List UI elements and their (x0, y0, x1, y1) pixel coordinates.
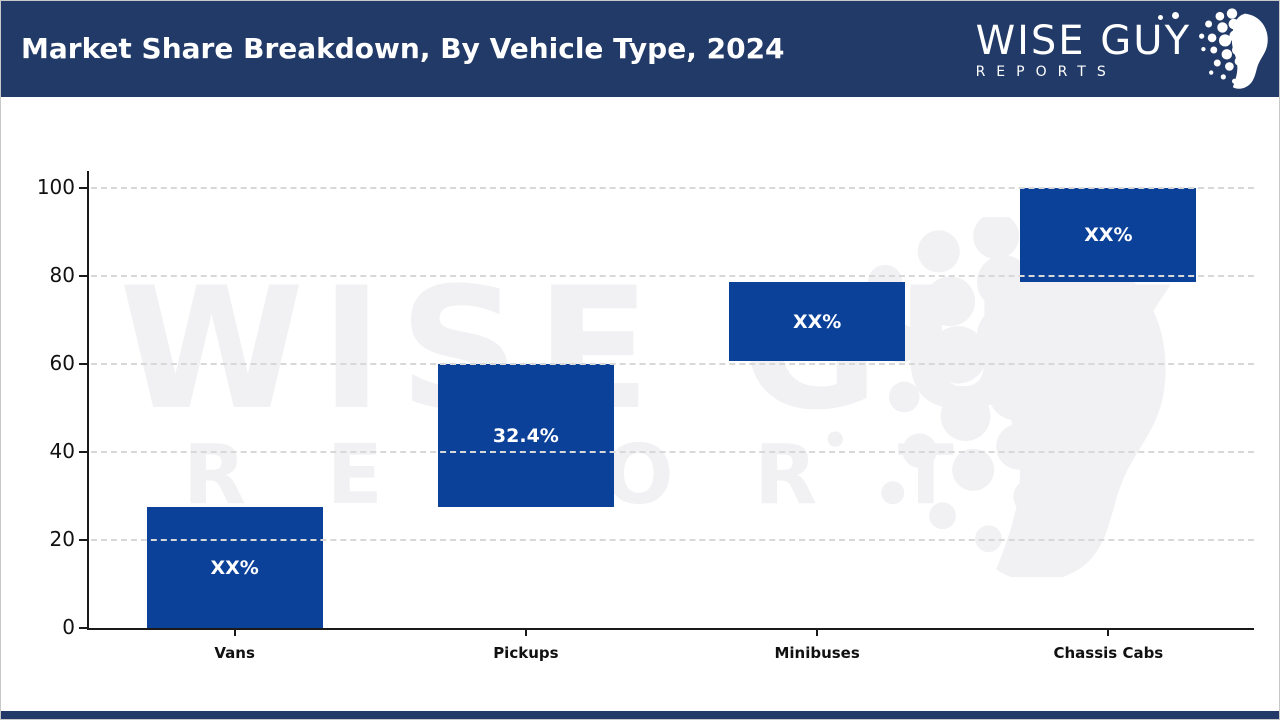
logo-dot (1172, 12, 1179, 19)
bar-label: 32.4% (492, 424, 559, 447)
x-tick-label: Minibuses (774, 644, 860, 662)
plot-area: 0 20 40 60 80 100 XX% Vans 32.4% Pickups XX% Minibu… (1, 97, 1279, 713)
bar: XX% (729, 282, 906, 361)
header-bar: Market Share Breakdown, By Vehicle Type,… (1, 1, 1279, 97)
brand-name: WISE GUY (975, 18, 1191, 64)
y-tick-mark (79, 187, 87, 189)
x-tick-mark (233, 630, 236, 636)
chart-title: Market Share Breakdown, By Vehicle Type,… (21, 32, 785, 65)
x-tick-mark (816, 630, 819, 636)
bar: XX% (146, 507, 323, 628)
bar-label: XX% (1084, 224, 1133, 247)
brand-logo: WISE GUY REPORTS (976, 7, 1271, 93)
bar: XX% (1020, 188, 1197, 283)
y-tick-label: 20 (49, 527, 75, 551)
x-tick-mark (524, 630, 527, 636)
y-tick-label: 100 (36, 175, 75, 199)
footer-bar (1, 711, 1279, 719)
y-tick-mark (79, 363, 87, 365)
y-tick-label: 0 (62, 615, 75, 639)
y-tick-mark (79, 451, 87, 453)
y-tick-mark (79, 627, 87, 629)
x-tick-mark (1107, 630, 1110, 636)
head-profile-icon (1199, 8, 1268, 89)
x-tick-label: Pickups (493, 644, 559, 662)
y-tick-label: 60 (49, 351, 75, 375)
bar-label: XX% (210, 556, 259, 579)
y-tick-mark (79, 275, 87, 277)
gridline (91, 363, 1254, 365)
logo-dot (1158, 15, 1163, 20)
brand-logo-text: WISE GUY REPORTS (975, 12, 1191, 81)
y-tick-mark (79, 539, 87, 541)
chart-area: WISE GUY R E P O R T S 0 20 40 60 80 100 XX% Va… (1, 97, 1279, 713)
y-axis (87, 171, 89, 630)
x-tick-label: Vans (214, 644, 255, 662)
brand-subname: REPORTS (975, 64, 1117, 80)
bar: 32.4% (437, 364, 614, 507)
gridline (91, 451, 1254, 453)
y-tick-label: 40 (49, 439, 75, 463)
y-tick-label: 80 (49, 263, 75, 287)
x-axis (87, 628, 1254, 630)
bar-label: XX% (792, 310, 842, 333)
x-tick-label: Chassis Cabs (1053, 644, 1164, 662)
